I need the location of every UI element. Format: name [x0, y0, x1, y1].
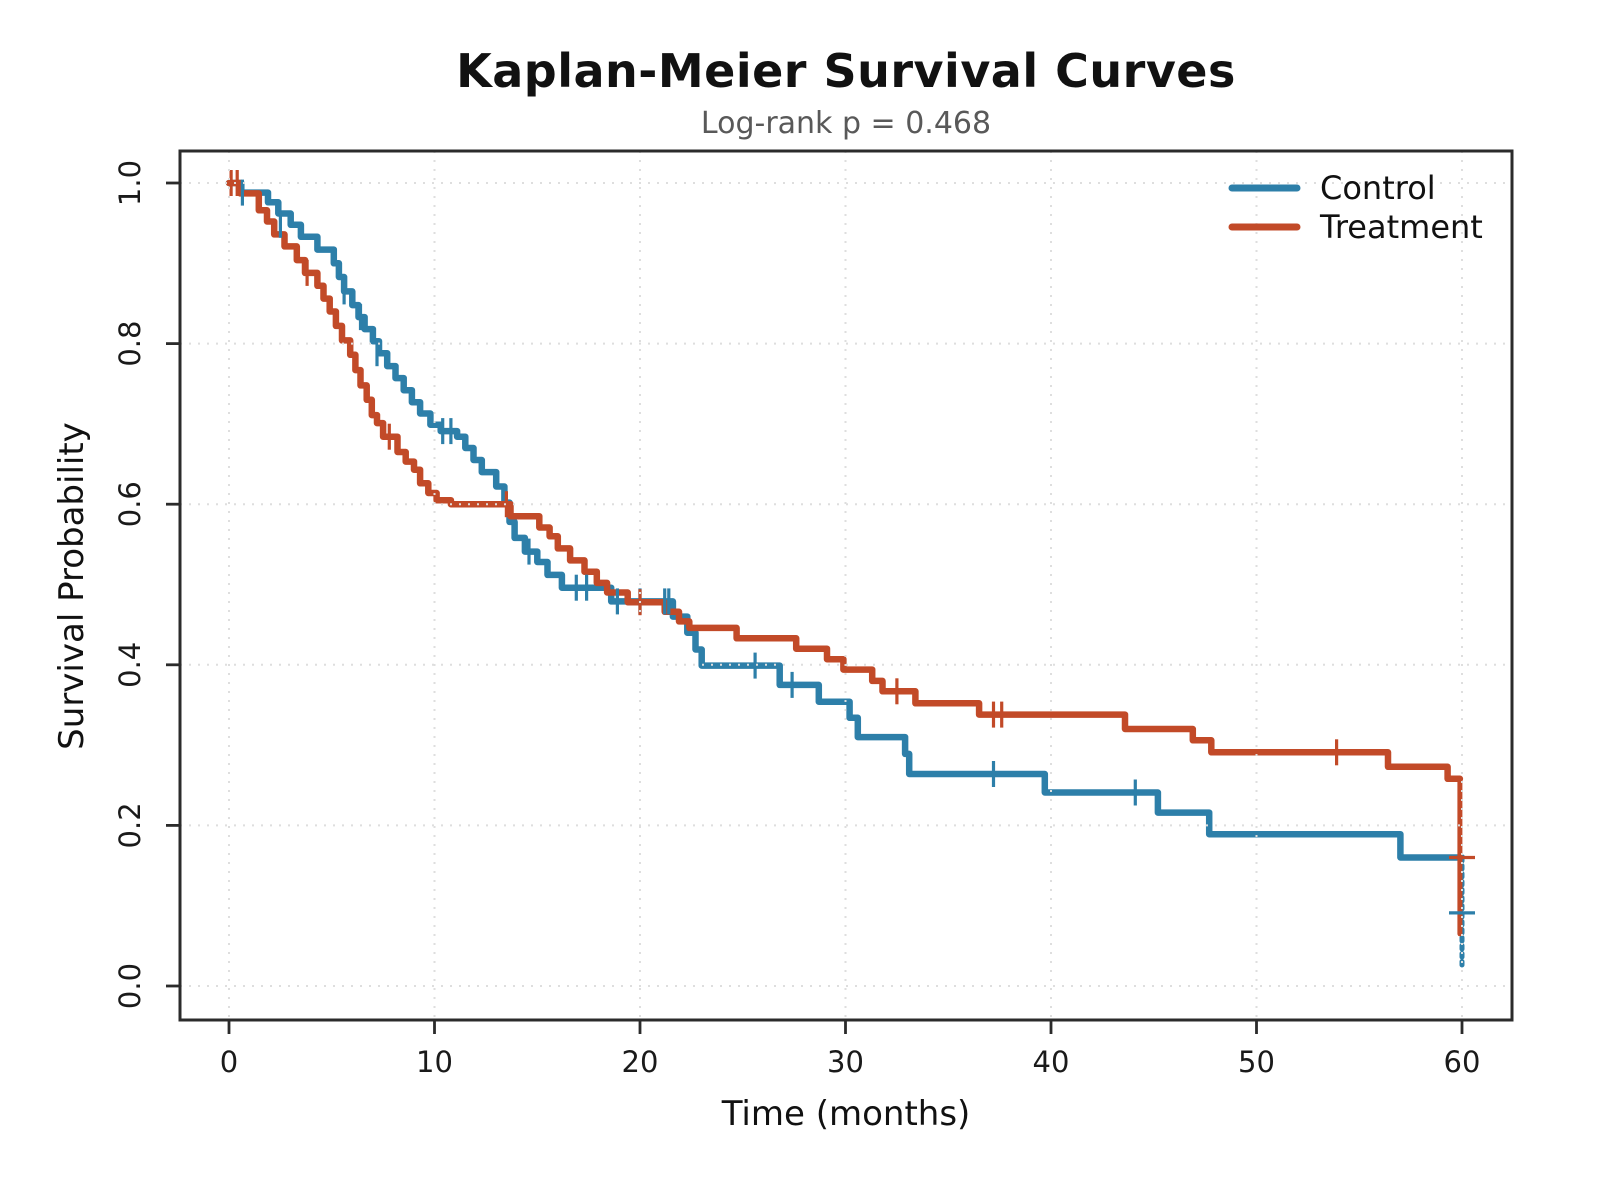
x-tick-label: 10 — [416, 1045, 453, 1079]
treatment-survival-curve — [225, 179, 1464, 783]
control-survival-curve — [225, 179, 1466, 861]
x-tick-label: 20 — [622, 1045, 659, 1079]
chart-title: Kaplan-Meier Survival Curves — [456, 44, 1236, 98]
chart-subtitle: Log-rank p = 0.468 — [700, 106, 992, 141]
x-tick-label: 0 — [220, 1045, 238, 1079]
y-tick-label: 0.8 — [113, 321, 147, 367]
x-tick-label: 40 — [1033, 1045, 1070, 1079]
legend-label-control: Control — [1320, 169, 1436, 207]
y-axis: 0.0 0.2 0.4 0.6 0.8 1.0 — [113, 160, 180, 1009]
y-tick-label: 0.0 — [113, 963, 147, 1009]
y-tick-label: 0.2 — [113, 802, 147, 848]
x-axis-label: Time (months) — [721, 1094, 971, 1134]
x-axis: 0 10 20 30 40 50 60 — [220, 1020, 1481, 1079]
y-axis-label: Survival Probability — [52, 422, 92, 750]
x-tick-label: 30 — [827, 1045, 864, 1079]
treatment-censor-marks — [229, 170, 1339, 766]
y-tick-label: 0.6 — [113, 481, 147, 527]
y-tick-label: 1.0 — [113, 160, 147, 206]
x-tick-label: 50 — [1238, 1045, 1275, 1079]
gridlines — [180, 151, 1512, 1020]
y-tick-label: 0.4 — [113, 642, 147, 688]
legend-label-treatment: Treatment — [1319, 208, 1483, 246]
x-tick-label: 60 — [1444, 1045, 1481, 1079]
